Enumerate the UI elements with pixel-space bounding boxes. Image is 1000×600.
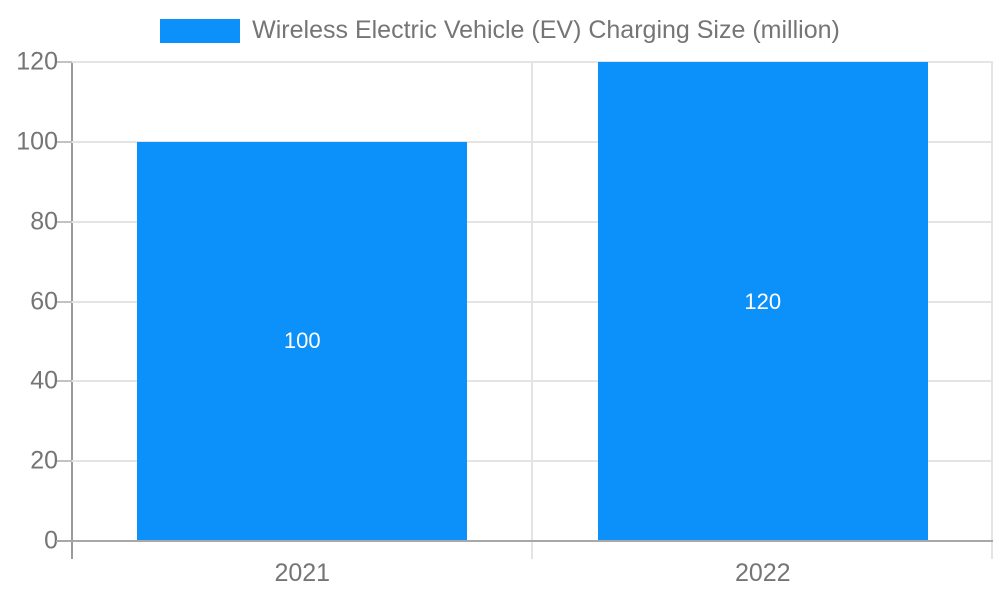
y-tick-label-120: 120: [16, 47, 58, 76]
y-axis-line: [71, 62, 73, 559]
x-axis-line: [56, 540, 993, 542]
y-tick-80: [57, 220, 72, 223]
y-tick-label-20: 20: [30, 446, 58, 475]
chart-legend[interactable]: Wireless Electric Vehicle (EV) Charging …: [0, 16, 1000, 45]
y-tick-100: [57, 140, 72, 143]
y-tick-120: [57, 61, 72, 63]
y-tick-label-0: 0: [44, 526, 58, 555]
bar-2021[interactable]: [137, 142, 467, 541]
y-tick-label-100: 100: [16, 127, 58, 156]
gridline-x-boundary-2: [991, 62, 993, 559]
plot-area: 0 20 40 60 80 100 120 100 2021 120 2022: [16, 48, 993, 587]
x-tick-label-2021: 2021: [274, 559, 331, 587]
y-tick-label-60: 60: [30, 287, 58, 315]
y-tick-label-40: 40: [30, 366, 58, 395]
bar-2022[interactable]: [598, 62, 928, 541]
y-tick-60: [57, 300, 72, 303]
x-tick-label-2022: 2022: [734, 559, 791, 587]
legend-swatch-icon: [160, 18, 241, 43]
y-tick-40: [57, 380, 72, 383]
y-tick-label-80: 80: [30, 207, 58, 236]
legend-label: Wireless Electric Vehicle (EV) Charging …: [252, 16, 840, 44]
y-tick-20: [57, 460, 72, 463]
gridline-x-boundary-1: [531, 62, 533, 559]
